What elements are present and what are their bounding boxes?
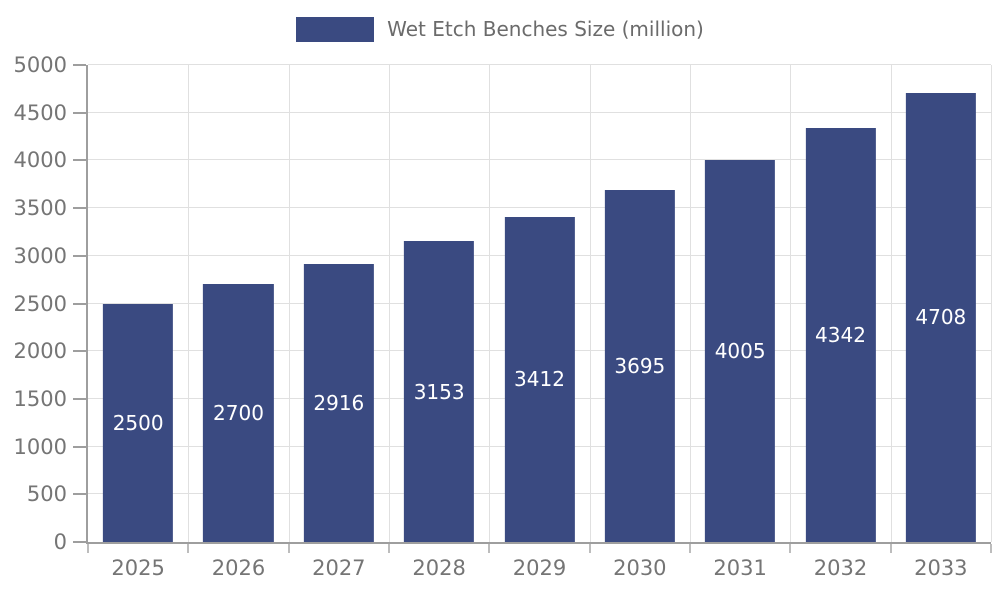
y-axis-tick-label: 2500 (13, 291, 67, 316)
x-axis-tick-label: 2033 (914, 556, 968, 580)
y-axis-tick (73, 493, 86, 496)
bar-2027[interactable]: 2916 (303, 263, 374, 542)
x-axis-tick (287, 544, 290, 553)
gridline-vertical (288, 65, 290, 542)
bar-value-label: 3412 (514, 367, 565, 392)
y-axis-tick (73, 159, 86, 162)
gridline-vertical (991, 65, 992, 542)
bar-value-label: 3153 (413, 379, 465, 404)
x-axis-tick (588, 544, 591, 553)
gridline-vertical (388, 65, 390, 542)
gridline-horizontal (88, 64, 991, 65)
x-axis-tick-label: 2032 (813, 556, 868, 580)
gridline-vertical (890, 65, 892, 542)
y-axis-line (86, 65, 88, 544)
bar-value-label: 2700 (213, 401, 264, 426)
y-axis-tick-label: 5000 (13, 53, 67, 77)
x-axis-tick (889, 544, 892, 553)
y-axis-tick (73, 445, 86, 448)
bar-value-label: 4005 (714, 338, 766, 363)
bar-2032[interactable]: 4342 (805, 127, 876, 542)
x-axis-tick (187, 544, 190, 553)
x-axis-tick (87, 544, 89, 553)
bar-2028[interactable]: 3153 (404, 241, 475, 542)
y-axis-tick (73, 350, 86, 353)
bar-2026[interactable]: 2700 (203, 284, 274, 542)
legend-label: Wet Etch Benches Size (million) (387, 17, 704, 41)
bar-value-label: 2500 (112, 410, 164, 435)
bar-2030[interactable]: 3695 (604, 189, 675, 542)
bar-value-label: 2916 (313, 390, 365, 415)
gridline-horizontal (88, 159, 991, 161)
x-axis-line (86, 542, 991, 544)
x-axis-tick (789, 544, 792, 553)
gridline-vertical (589, 65, 591, 542)
y-axis-tick-label: 2000 (13, 339, 67, 364)
bar-2025[interactable]: 2500 (103, 303, 174, 542)
legend-item[interactable]: Wet Etch Benches Size (million) (0, 17, 1000, 42)
plot-area: 0 500 1000 1500 2000 2500 3000 3500 4000 4500 5000… (14, 53, 992, 580)
x-axis-tick (387, 544, 390, 553)
x-axis-tick-label: 2029 (512, 556, 567, 580)
gridline-vertical (790, 65, 792, 542)
y-axis-tick (73, 397, 86, 400)
y-axis-tick-label: 3500 (13, 196, 67, 221)
y-axis-tick-label: 0 (53, 530, 67, 554)
gridline-vertical (689, 65, 691, 542)
y-axis-tick (73, 302, 86, 305)
x-axis-tick-label: 2030 (613, 556, 667, 580)
bar-value-label: 3695 (614, 353, 666, 378)
y-axis-tick-label: 1000 (13, 434, 67, 459)
bar-value-label: 4708 (915, 305, 967, 330)
gridline-horizontal (88, 111, 991, 113)
gridline-horizontal (88, 207, 991, 209)
bar-2031[interactable]: 4005 (705, 159, 776, 542)
y-axis-tick-label: 3000 (13, 243, 67, 268)
gridline-vertical (188, 65, 190, 542)
bar-2029[interactable]: 3412 (504, 216, 575, 542)
y-axis-tick (73, 254, 86, 257)
x-axis-tick (688, 544, 691, 553)
y-axis-tick (73, 207, 86, 210)
y-axis-tick (73, 111, 86, 114)
y-axis-tick-label: 4500 (13, 100, 67, 125)
x-axis-tick-label: 2027 (312, 556, 366, 580)
x-axis-tick (488, 544, 491, 553)
y-axis-tick-label: 1500 (13, 386, 67, 411)
x-axis-tick-label: 2026 (211, 556, 266, 580)
x-axis-tick (990, 544, 992, 553)
y-axis-tick-label: 500 (26, 482, 67, 507)
x-axis-tick-label: 2028 (412, 556, 466, 580)
x-axis-tick-label: 2025 (111, 556, 165, 580)
gridline-vertical (489, 65, 491, 542)
y-axis-tick (73, 64, 86, 66)
y-axis-tick (73, 541, 86, 543)
y-axis-tick-label: 4000 (13, 148, 67, 173)
legend-swatch (296, 17, 375, 42)
x-axis-tick-label: 2031 (713, 556, 767, 580)
bar-value-label: 4342 (815, 322, 866, 347)
bar-2033[interactable]: 4708 (905, 92, 976, 542)
